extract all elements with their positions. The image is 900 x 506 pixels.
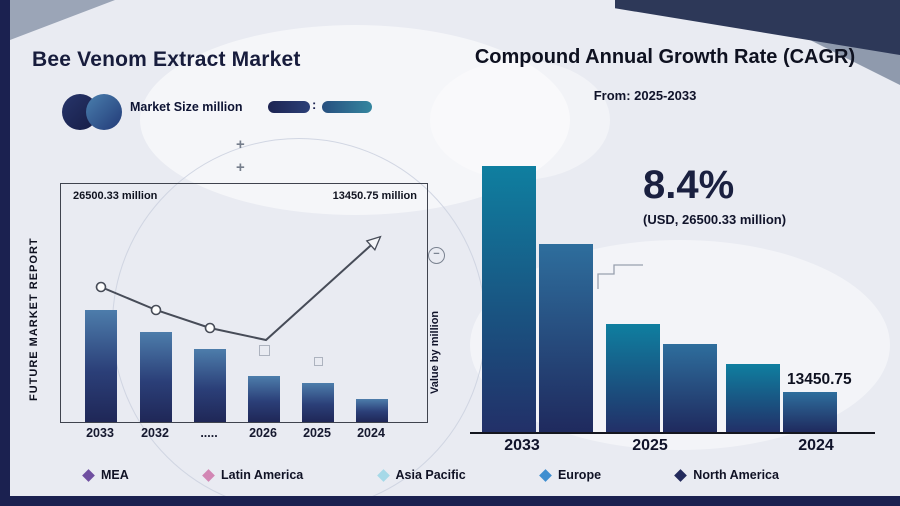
left-bar-2033 (85, 310, 117, 422)
left-xlabel-2024: 2024 (357, 426, 385, 440)
legend-sphere-icon (86, 94, 122, 130)
right-bar-primary-2025 (606, 324, 660, 432)
legend-colon: : (312, 97, 317, 112)
page-title: Bee Venom Extract Market (32, 48, 301, 71)
right-bar-primary-2024 (726, 364, 780, 432)
legend-item-north-america: North America (674, 468, 779, 482)
right-bar-secondary-2025 (663, 344, 717, 432)
legend-diamond-icon (202, 468, 215, 482)
side-report-label: FUTURE MARKET REPORT (28, 237, 40, 401)
left-chart-bars (61, 184, 427, 422)
left-bar-2026 (248, 376, 280, 422)
legend-item-latin-america: Latin America (202, 468, 304, 482)
right-chart-ylabel: Value by million (429, 310, 441, 394)
left-xlabel-2025: 2025 (303, 426, 331, 440)
left-chart-xlabels: 2033 2032..... 2026 2025 2024 (60, 426, 426, 442)
legend-diamond-icon (376, 468, 390, 482)
bar-value-callout: 13450.75 (787, 371, 852, 388)
left-xlabel-.....: ..... (200, 426, 218, 440)
left-bar-2024 (356, 399, 388, 422)
frame-left-bar (0, 0, 10, 506)
left-xlabel-2026: 2026 (249, 426, 277, 440)
frame-bottom-bar (0, 496, 900, 506)
plus-icon: + (236, 136, 245, 153)
right-bar-secondary-2024 (783, 392, 837, 432)
cagr-value: 8.4% (643, 163, 735, 207)
left-xlabel-2033: 2033 (86, 426, 114, 440)
left-bar-..... (194, 349, 226, 422)
legend-item-label: North America (693, 468, 779, 482)
right-bar-secondary-2033 (539, 244, 593, 432)
legend-item-asia-pacific: Asia Pacific (376, 468, 466, 482)
left-xlabel-2032: 2032 (141, 426, 169, 440)
right-chart-plot (470, 158, 875, 434)
legend-diamond-icon (82, 468, 95, 482)
left-bar-2025 (302, 383, 334, 422)
legend-item-label: MEA (101, 468, 129, 482)
left-chart-plot: 26500.33 million 13450.75 million (60, 183, 428, 423)
square-decoration (314, 357, 323, 366)
legend-item-europe: Europe (539, 468, 602, 482)
step-decoration (597, 264, 643, 289)
legend-item-label: Europe (557, 468, 602, 482)
legend-pill-gradient (322, 101, 372, 113)
right-chart-xlabels: 2033 2025 2024 (470, 437, 875, 457)
right-bar-primary-2033 (482, 166, 536, 432)
bottom-legend: MEA Latin America Asia Pacific Europe North … (82, 465, 779, 485)
legend-item-mea: MEA (82, 468, 129, 482)
legend-diamond-icon (674, 468, 688, 482)
square-decoration (259, 345, 270, 356)
right-xlabel-2024: 2024 (798, 437, 834, 454)
legend-item-label: Latin America (221, 468, 304, 482)
cagr-title: Compound Annual Growth Rate (CAGR) (474, 46, 856, 68)
left-chart-max-value: 26500.33 million (73, 190, 158, 202)
right-xlabel-2033: 2033 (504, 437, 540, 454)
left-bar-2032 (140, 332, 172, 422)
cagr-note: (USD, 26500.33 million) (643, 212, 787, 227)
left-chart-min-value: 13450.75 million (332, 190, 417, 202)
legend-item-label: Asia Pacific (395, 468, 466, 482)
cagr-subtitle: From: 2025-2033 (593, 88, 697, 103)
legend-diamond-icon (539, 468, 552, 482)
background-blob (430, 60, 610, 180)
corner-triangle-topleft (10, 0, 115, 40)
legend-pill-dark (268, 101, 310, 113)
plus-icon: + (236, 159, 245, 176)
market-size-legend-label: Market Size million (130, 100, 243, 114)
circle-minus-icon: − (428, 247, 445, 264)
right-xlabel-2025: 2025 (632, 437, 668, 454)
